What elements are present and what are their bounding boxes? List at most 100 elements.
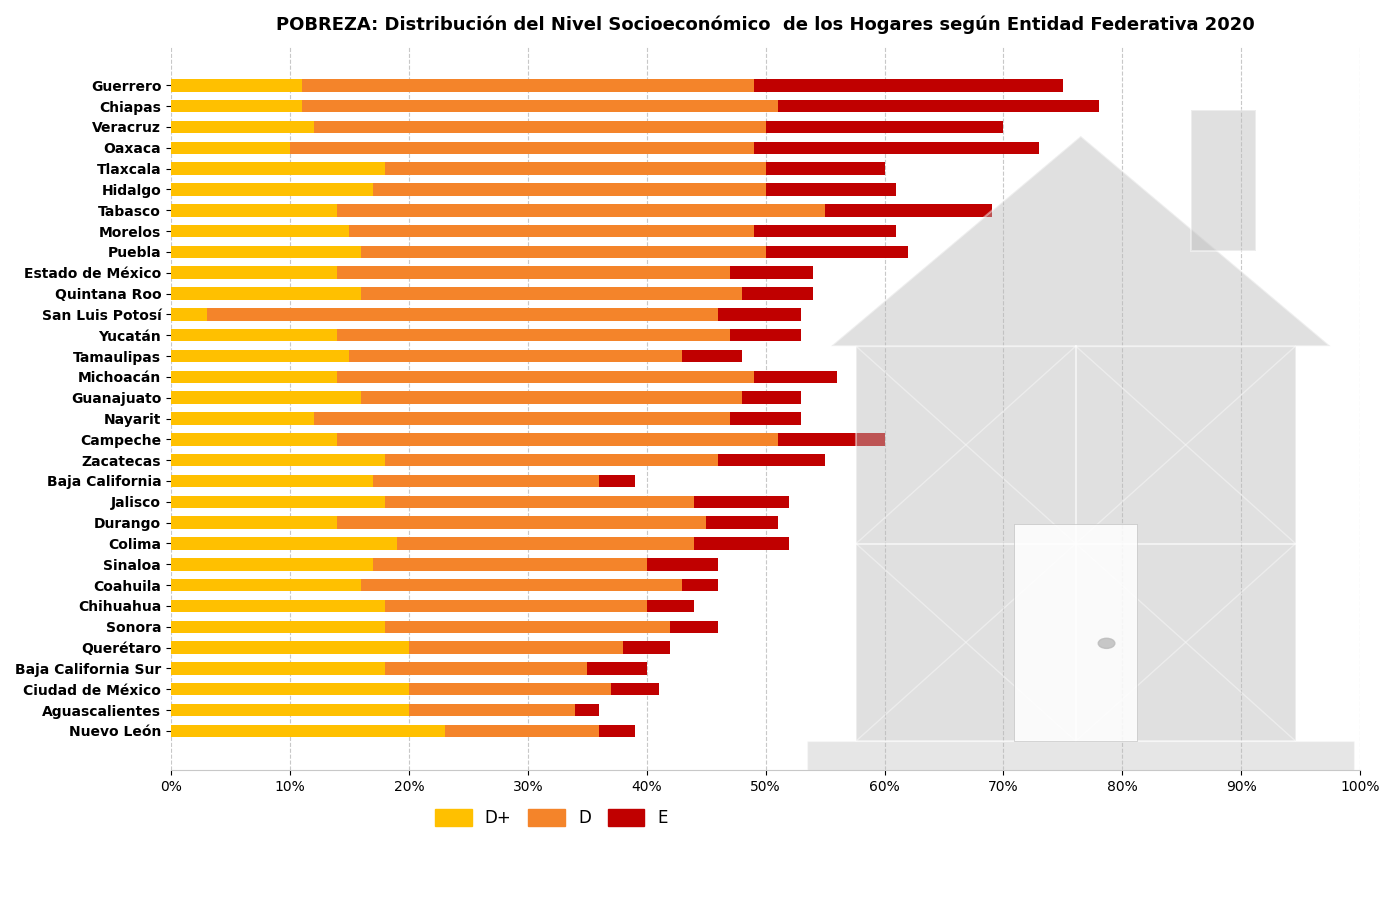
Bar <box>718 308 801 320</box>
Bar <box>172 620 385 633</box>
Bar <box>172 683 409 696</box>
Bar <box>349 350 682 363</box>
Bar <box>301 79 753 92</box>
Bar <box>671 620 718 633</box>
Bar <box>361 287 742 300</box>
Bar <box>172 308 206 320</box>
Bar <box>172 537 398 550</box>
Bar <box>1014 524 1137 741</box>
Bar <box>172 558 372 571</box>
Bar <box>808 741 1355 770</box>
Bar <box>172 121 314 133</box>
Bar <box>172 662 385 675</box>
Bar <box>624 642 671 653</box>
Bar <box>361 246 766 258</box>
Bar <box>409 683 611 696</box>
Bar <box>172 162 385 175</box>
Bar <box>349 225 753 238</box>
Bar <box>1191 111 1256 250</box>
Bar <box>587 662 647 675</box>
Bar <box>385 620 671 633</box>
Bar <box>338 204 824 217</box>
Bar <box>290 141 753 154</box>
Bar <box>385 496 695 508</box>
Bar <box>718 454 824 466</box>
Bar <box>206 308 718 320</box>
Bar <box>753 371 837 383</box>
Bar <box>172 496 385 508</box>
Bar <box>172 100 301 112</box>
Bar <box>314 121 766 133</box>
Bar <box>172 579 361 591</box>
Bar <box>338 266 730 279</box>
Bar <box>172 329 338 341</box>
Bar <box>695 496 790 508</box>
Bar <box>338 371 753 383</box>
Bar <box>445 724 598 737</box>
Bar <box>172 287 361 300</box>
Bar <box>766 121 1003 133</box>
Bar <box>172 79 301 92</box>
Bar <box>172 350 349 363</box>
Bar <box>338 517 706 529</box>
Bar <box>172 266 338 279</box>
Bar <box>753 141 1039 154</box>
Bar <box>575 704 598 716</box>
Bar <box>172 433 338 446</box>
Bar <box>385 599 647 612</box>
Legend: D+, D, E: D+, D, E <box>428 803 675 834</box>
Bar <box>824 204 992 217</box>
Bar <box>172 412 314 425</box>
Bar <box>172 474 372 487</box>
Bar <box>695 537 790 550</box>
Bar <box>647 558 718 571</box>
Bar <box>338 433 777 446</box>
Bar <box>372 558 647 571</box>
Bar <box>777 433 884 446</box>
Bar <box>753 225 897 238</box>
Bar <box>372 474 598 487</box>
Bar <box>301 100 777 112</box>
Bar <box>766 246 908 258</box>
Bar <box>682 579 718 591</box>
Bar <box>338 329 730 341</box>
Bar <box>172 141 290 154</box>
Bar <box>172 599 385 612</box>
Bar <box>611 683 658 696</box>
Title: POBREZA: Distribución del Nivel Socioeconómico  de los Hogares según Entidad Fed: POBREZA: Distribución del Nivel Socioeco… <box>276 15 1256 33</box>
Bar <box>172 204 338 217</box>
Bar <box>372 184 766 195</box>
Bar <box>598 724 635 737</box>
Bar <box>742 287 813 300</box>
Bar <box>857 346 1296 741</box>
Bar <box>314 412 730 425</box>
Bar <box>409 642 624 653</box>
Bar <box>361 579 682 591</box>
Bar <box>385 162 766 175</box>
Bar <box>766 184 897 195</box>
Bar <box>172 184 372 195</box>
Bar <box>598 474 635 487</box>
Bar <box>730 266 813 279</box>
Circle shape <box>1098 638 1115 648</box>
Bar <box>647 599 695 612</box>
Bar <box>172 371 338 383</box>
Bar <box>172 225 349 238</box>
Bar <box>385 454 718 466</box>
Bar <box>361 392 742 404</box>
Bar <box>172 246 361 258</box>
Bar <box>730 412 801 425</box>
Bar <box>385 662 587 675</box>
Bar <box>753 79 1063 92</box>
Bar <box>172 517 338 529</box>
Bar <box>682 350 742 363</box>
Polygon shape <box>831 136 1331 346</box>
Bar <box>172 642 409 653</box>
Bar <box>706 517 777 529</box>
Bar <box>730 329 801 341</box>
Bar <box>172 392 361 404</box>
Bar <box>172 704 409 716</box>
Bar <box>742 392 801 404</box>
Bar <box>172 454 385 466</box>
Bar <box>398 537 695 550</box>
